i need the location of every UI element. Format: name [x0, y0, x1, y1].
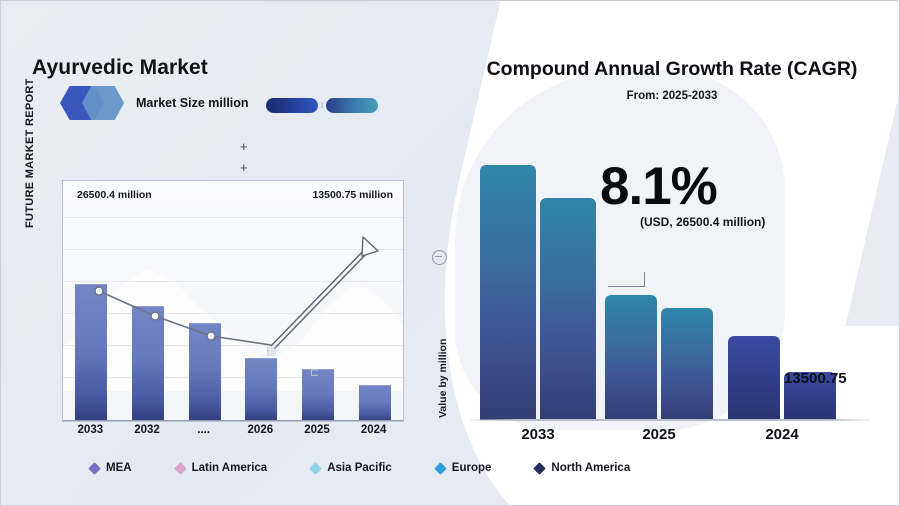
legend: MEA Latin America Asia Pacific Europe North …: [0, 461, 900, 475]
legend-marker-icon: [433, 461, 447, 475]
brand-logo-row: Market Size million: [60, 86, 249, 120]
legend-item[interactable]: North America: [533, 461, 631, 475]
gridline: [63, 377, 403, 378]
x-axis-label: 2024: [765, 426, 799, 443]
left-market-size-chart: 26500.4 million 13500.75 million: [62, 180, 404, 422]
bar: [358, 384, 391, 421]
legend-item[interactable]: MEA: [88, 461, 132, 475]
x-axis-label: ....: [197, 424, 211, 436]
trend-marker: [206, 331, 216, 341]
gradient-pill-right: [326, 98, 379, 113]
pill-separator-icon: I: [321, 101, 324, 110]
gridline: [63, 313, 403, 314]
up-arrow-head-icon: [361, 236, 379, 257]
x-axis-label: 2025: [642, 426, 676, 443]
bar-primary: [605, 295, 657, 420]
decorative-glyph-1: ▤: [266, 345, 277, 357]
hexagon-overlap-logo-icon: [60, 86, 124, 120]
bar-primary: [480, 165, 536, 420]
cagr-value: 8.1%: [600, 157, 718, 216]
x-axis-label: 2033: [77, 424, 104, 436]
left-chart-y-axis-label: FUTURE MARKET REPORT: [24, 78, 36, 228]
data-label-2024: 13500.75: [784, 370, 847, 387]
legend-item[interactable]: Europe: [433, 461, 492, 475]
chart-bottom-band: [63, 391, 403, 421]
bar-secondary: [661, 307, 713, 420]
x-axis-label: 2026: [247, 424, 274, 436]
bar: [75, 283, 108, 421]
bar: [302, 369, 334, 421]
gridline: [63, 217, 403, 218]
left-chart-right-axis-label: Value by million: [437, 338, 449, 418]
page-title: Ayurvedic Market: [32, 56, 208, 79]
circle-minus-icon: [432, 250, 447, 265]
x-axis-label: 2032: [134, 424, 160, 436]
hexagon-right-shape: [82, 86, 124, 120]
plus-icon-1: +: [240, 139, 248, 154]
bar-secondary: [784, 371, 836, 420]
legend-label: MEA: [106, 462, 132, 474]
bar: [245, 358, 278, 421]
gridline: [63, 345, 403, 346]
left-chart-start-value: 26500.4 million: [77, 189, 152, 201]
legend-label: Europe: [451, 462, 492, 474]
gradient-pill-row: I: [266, 98, 379, 113]
trend-marker: [150, 311, 160, 321]
cagr-subtitle: From: 2025-2033: [626, 90, 718, 102]
legend-item[interactable]: Asia Pacific: [309, 461, 392, 475]
x-axis-label: 2024: [360, 424, 387, 436]
left-chart-x-axis: [63, 420, 403, 421]
decorative-corner-bracket: [608, 272, 645, 287]
trend-line-overlay: [94, 236, 379, 350]
legend-item[interactable]: Latin America: [173, 461, 268, 475]
legend-label: North America: [551, 462, 631, 474]
right-chart-x-axis: [470, 419, 870, 421]
cagr-note: (USD, 26500.4 million): [640, 215, 766, 229]
plus-icon-2: +: [240, 160, 248, 175]
legend-marker-icon: [309, 461, 323, 475]
legend-label: Asia Pacific: [327, 462, 392, 474]
legend-label: Latin America: [191, 462, 268, 474]
legend-marker-icon: [173, 461, 187, 475]
bar: [188, 323, 221, 421]
bar-primary: [728, 335, 780, 420]
legend-marker-icon: [88, 461, 101, 475]
trend-polyline: [98, 290, 272, 346]
bar-secondary: [540, 198, 596, 420]
x-axis-label: 2025: [304, 424, 330, 436]
decorative-glyph-2: ⊏: [310, 367, 320, 379]
up-arrow-icon: [270, 246, 371, 350]
gradient-pill-left: [266, 98, 318, 113]
market-size-label: Market Size million: [136, 96, 249, 110]
x-axis-label: 2033: [521, 426, 555, 443]
left-chart-end-value: 13500.75 million: [312, 189, 393, 201]
trend-marker: [94, 286, 104, 296]
gridline: [63, 249, 403, 250]
legend-marker-icon: [533, 461, 547, 475]
bar: [132, 305, 164, 421]
cagr-title: Compound Annual Growth Rate (CAGR): [486, 58, 858, 80]
gridline: [63, 281, 403, 282]
